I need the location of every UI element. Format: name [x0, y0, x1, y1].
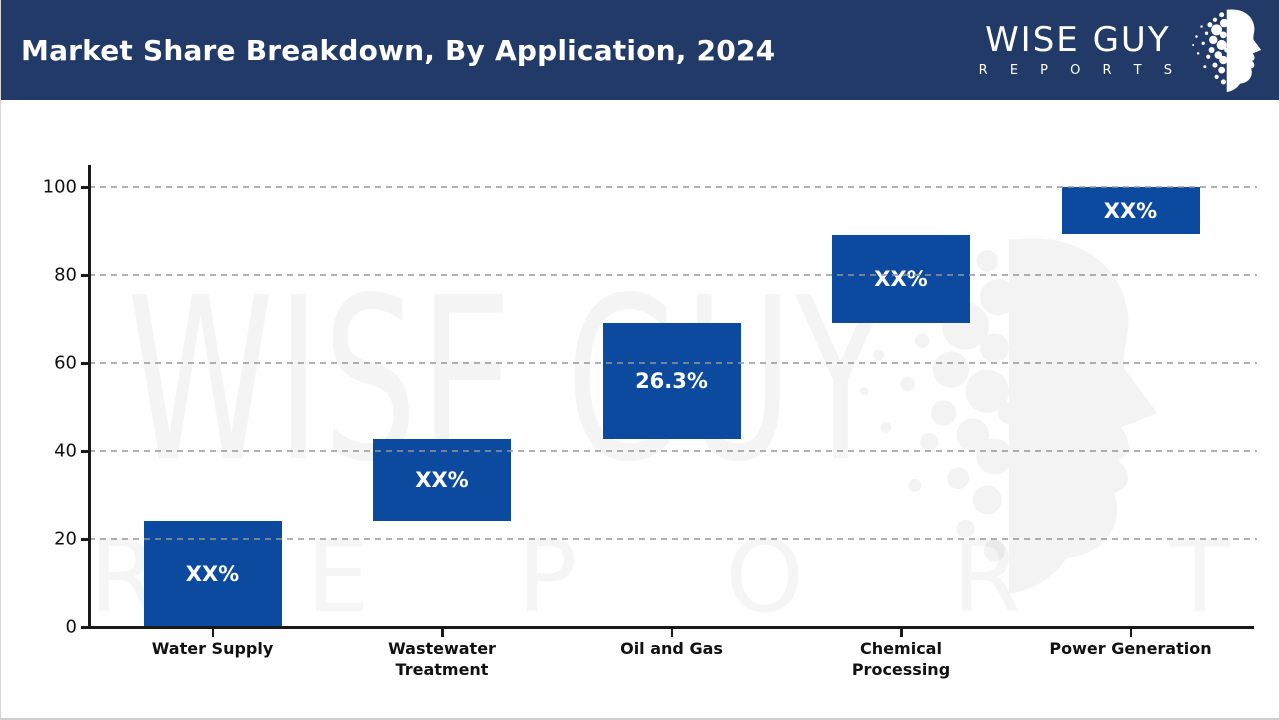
plot-area: 0 20 40 60 80 100 XX% Water Supply XX% Wastewater… [1, 100, 1279, 718]
bar-segment: XX% [832, 234, 970, 323]
y-gridline [89, 450, 1257, 452]
y-tick-label: 0 [65, 616, 77, 638]
bar-segment: XX% [143, 520, 282, 627]
bar-value-label: XX% [1103, 198, 1158, 223]
y-tick-label: 60 [54, 352, 77, 374]
x-tick-mark [211, 629, 214, 637]
x-category-label: Water Supply [151, 639, 274, 658]
x-tick-mark [441, 629, 444, 637]
logo-wordmark: WISE GUY [985, 19, 1171, 60]
bar-value-label: XX% [874, 266, 928, 291]
y-tick-mark [81, 626, 89, 629]
y-tick-label: 40 [54, 440, 77, 462]
logo-subtitle: R E P O R T S [978, 62, 1181, 78]
bar-value-label: XX% [415, 467, 469, 492]
bar-value-label: XX% [185, 561, 240, 586]
bar-segment: 26.3% [602, 322, 741, 439]
y-gridline [89, 538, 1257, 540]
header: Market Share Breakdown, By Application, … [1, 0, 1279, 100]
bar-value-label: 26.3% [635, 368, 708, 393]
y-gridline [89, 186, 1257, 188]
y-gridline [89, 362, 1257, 364]
x-axis-line [88, 626, 1254, 629]
logo-face-icon [1177, 8, 1263, 92]
y-tick-label: 80 [54, 264, 77, 286]
x-category-label: Oil and Gas [620, 639, 723, 658]
wiseguy-logo: WISE GUY R E P O R T S [975, 8, 1263, 92]
y-gridline [89, 274, 1257, 276]
page-title: Market Share Breakdown, By Application, … [21, 33, 776, 67]
y-axis-line [88, 165, 91, 629]
y-tick-mark [81, 450, 89, 453]
y-tick-mark [81, 274, 89, 277]
y-tick-mark [81, 362, 89, 365]
x-tick-mark [670, 629, 673, 637]
y-tick-mark [81, 538, 89, 541]
chart-canvas: WISE GUY R E P O R T S 020406080100XX%Wa… [1, 100, 1279, 718]
x-tick-mark [900, 629, 903, 637]
bar-segment: XX% [1061, 187, 1200, 234]
x-category-label: Power Generation [1049, 639, 1212, 658]
y-tick-mark [81, 186, 89, 189]
y-tick-label: 20 [54, 528, 77, 550]
x-tick-mark [1129, 629, 1132, 637]
x-category-label: Wastewater Treatment [388, 639, 496, 679]
bar-segment: XX% [373, 438, 511, 521]
x-category-label: Chemical Processing [851, 639, 951, 679]
y-tick-label: 100 [42, 176, 77, 198]
